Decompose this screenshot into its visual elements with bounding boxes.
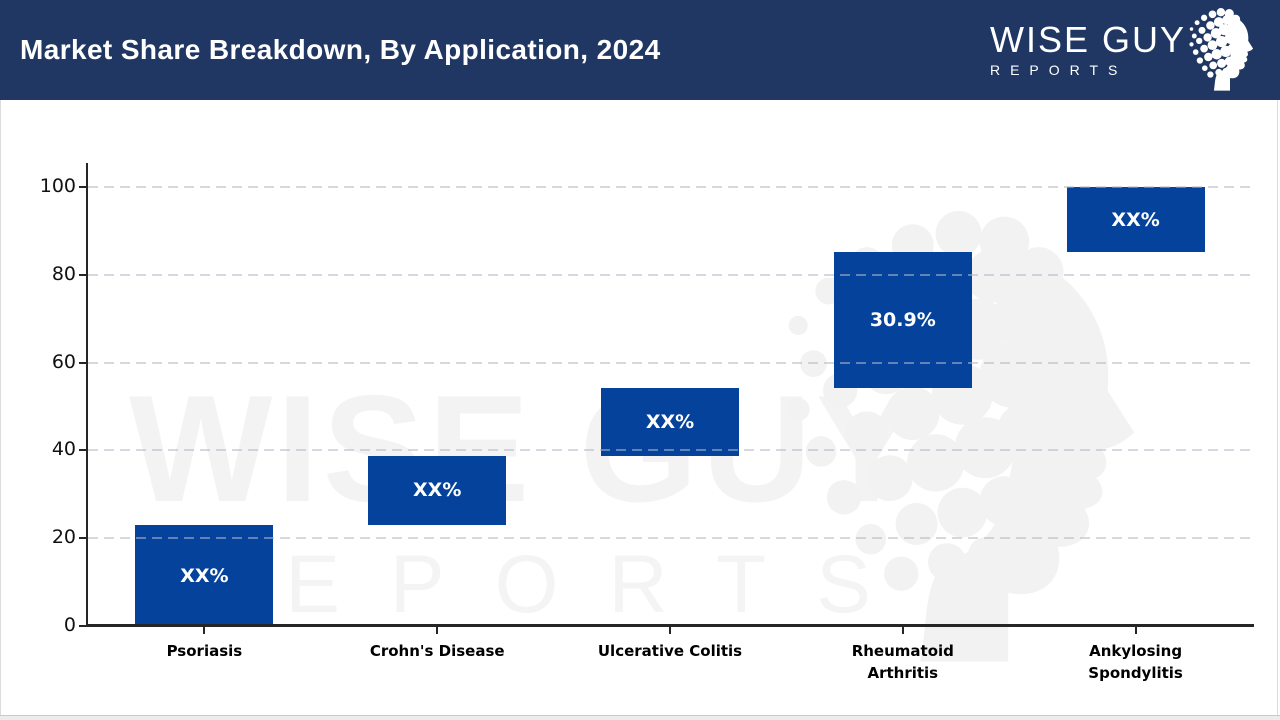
- y-tick-label: 20: [51, 526, 76, 549]
- bar-value-label: XX%: [645, 410, 695, 433]
- y-tick-mark: [79, 537, 86, 540]
- y-tick-label: 100: [39, 175, 76, 197]
- brand-face-icon: [1189, 8, 1254, 91]
- brand-text: WISE GUY REPORTS: [990, 21, 1186, 79]
- x-tick-mark: [669, 627, 671, 634]
- y-tick-mark: [79, 273, 86, 276]
- x-category-label: Rheumatoid Arthritis: [851, 642, 954, 682]
- x-category-label: Ulcerative Colitis: [597, 642, 743, 660]
- x-category-label: Ankylosing Spondylitis: [1088, 642, 1183, 682]
- y-tick-label: 0: [63, 614, 76, 636]
- y-tick-mark: [79, 449, 86, 452]
- gridline: [88, 273, 1252, 276]
- gridline: [88, 361, 1252, 364]
- x-tick-mark: [436, 627, 439, 634]
- brand-logo: WISE GUY REPORTS: [990, 8, 1266, 92]
- brand-subtitle-text: REPORTS: [989, 62, 1128, 78]
- brand-name-text: WISE GUY: [989, 19, 1186, 60]
- y-tick-label: 60: [51, 350, 76, 373]
- y-tick-label: 40: [51, 438, 76, 461]
- bar: [1066, 187, 1205, 253]
- y-tick-mark: [79, 361, 86, 364]
- bar: [135, 525, 274, 626]
- bar-value-label: XX%: [1111, 208, 1160, 231]
- x-category-label: Crohn's Disease: [369, 642, 505, 660]
- bar-value-label: XX%: [180, 564, 229, 587]
- bottom-border-strip: [0, 715, 1280, 720]
- watermark-subtitle-text: REPORTS: [176, 539, 921, 630]
- gridline: [88, 186, 1252, 188]
- bar: [368, 455, 507, 526]
- x-axis-line: [86, 624, 1254, 627]
- watermark-brand-text: WISE GUY: [129, 364, 922, 534]
- x-tick-mark: [1134, 627, 1137, 634]
- y-axis-line: [86, 163, 88, 627]
- x-category-label: Psoriasis: [166, 642, 243, 660]
- y-tick-label: 80: [51, 262, 76, 285]
- x-tick-mark: [203, 627, 206, 634]
- y-tick-mark: [79, 625, 86, 627]
- gridline: [88, 537, 1252, 540]
- y-tick-mark: [79, 186, 86, 188]
- header-bar: Market Share Breakdown, By Application, …: [0, 0, 1280, 100]
- gridline: [88, 449, 1252, 452]
- x-tick-mark: [901, 627, 904, 634]
- bar-value-label: XX%: [413, 479, 462, 502]
- bar-value-label: 30.9%: [869, 309, 936, 332]
- bar: [601, 388, 739, 456]
- page-title: Market Share Breakdown, By Application, …: [20, 34, 661, 65]
